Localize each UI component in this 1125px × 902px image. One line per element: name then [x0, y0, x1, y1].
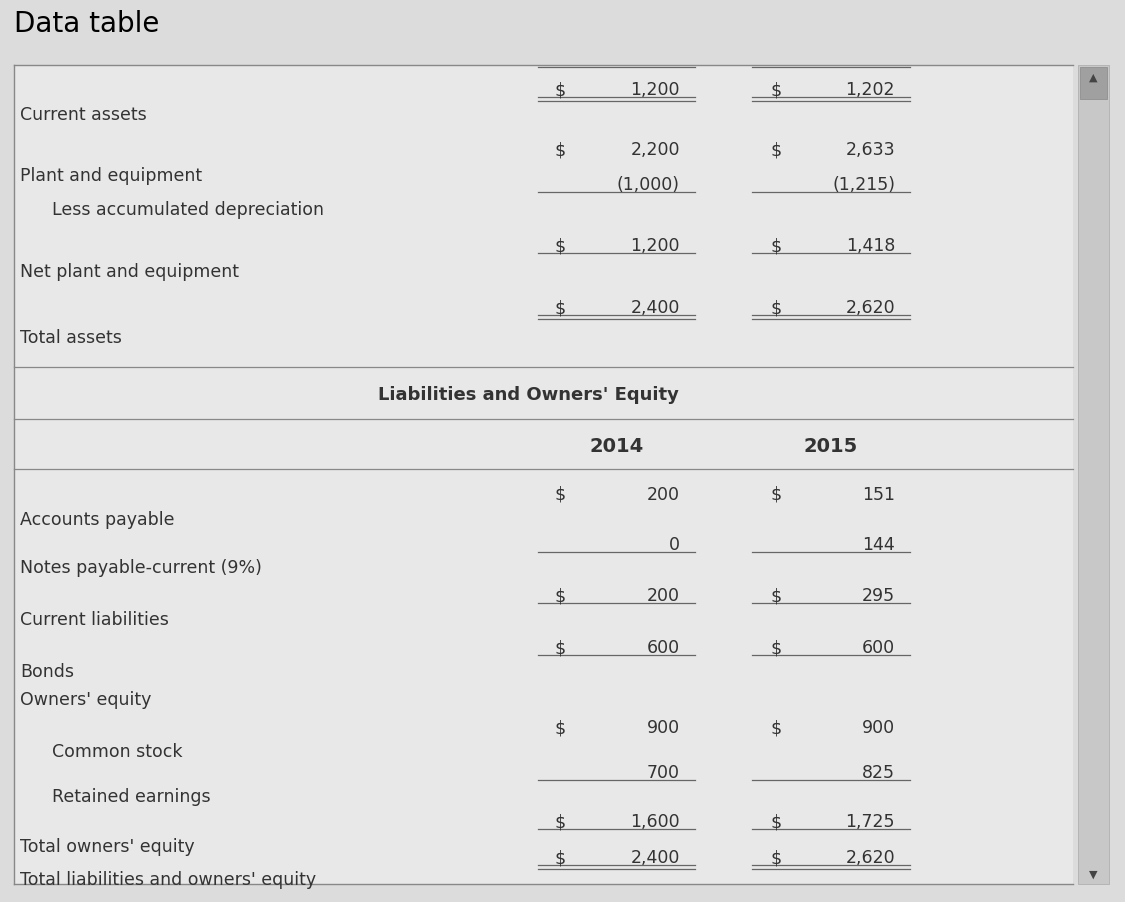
Text: 151: 151 — [862, 485, 896, 503]
Text: 700: 700 — [647, 763, 680, 781]
Text: Retained earnings: Retained earnings — [52, 787, 210, 805]
Text: 0: 0 — [669, 536, 680, 554]
Text: $: $ — [770, 236, 781, 254]
Text: Total owners' equity: Total owners' equity — [20, 837, 195, 855]
Text: 825: 825 — [862, 763, 896, 781]
Text: Owners' equity: Owners' equity — [20, 690, 152, 708]
Text: 2,200: 2,200 — [630, 141, 680, 159]
Text: $: $ — [555, 718, 566, 736]
Text: 1,600: 1,600 — [630, 812, 680, 830]
Text: Data table: Data table — [14, 10, 160, 38]
Bar — [1078, 66, 1109, 884]
Text: $: $ — [555, 141, 566, 159]
Text: $: $ — [555, 81, 566, 99]
Text: Less accumulated depreciation: Less accumulated depreciation — [52, 201, 324, 219]
Text: 144: 144 — [862, 536, 896, 554]
Text: 200: 200 — [647, 485, 680, 503]
Text: $: $ — [770, 81, 781, 99]
Text: Total assets: Total assets — [20, 328, 122, 346]
Text: Current assets: Current assets — [20, 106, 146, 124]
Text: $: $ — [770, 141, 781, 159]
Text: $: $ — [770, 812, 781, 830]
Text: $: $ — [555, 299, 566, 317]
Text: 200: 200 — [647, 586, 680, 604]
Text: Bonds: Bonds — [20, 662, 74, 680]
Text: Notes payable-current (9%): Notes payable-current (9%) — [20, 558, 262, 576]
Text: $: $ — [555, 586, 566, 604]
Text: 900: 900 — [647, 718, 680, 736]
Text: 1,418: 1,418 — [846, 236, 896, 254]
Text: 900: 900 — [862, 718, 896, 736]
Text: 1,200: 1,200 — [630, 81, 680, 99]
Text: 1,202: 1,202 — [846, 81, 896, 99]
Text: $: $ — [770, 299, 781, 317]
Text: 1,725: 1,725 — [846, 812, 896, 830]
Text: $: $ — [555, 639, 566, 657]
Text: 2,633: 2,633 — [845, 141, 896, 159]
Text: Accounts payable: Accounts payable — [20, 511, 174, 529]
Text: Net plant and equipment: Net plant and equipment — [20, 262, 238, 281]
Text: $: $ — [770, 586, 781, 604]
Text: 600: 600 — [647, 639, 680, 657]
Text: $: $ — [555, 812, 566, 830]
Text: Current liabilities: Current liabilities — [20, 611, 169, 629]
Text: $: $ — [555, 485, 566, 503]
Text: ▼: ▼ — [1089, 869, 1098, 879]
Text: 1,200: 1,200 — [630, 236, 680, 254]
Bar — [1080, 68, 1107, 100]
Text: Common stock: Common stock — [52, 742, 182, 760]
Text: Total liabilities and owners' equity: Total liabilities and owners' equity — [20, 870, 316, 888]
Text: ▲: ▲ — [1089, 73, 1098, 83]
Text: 2,400: 2,400 — [631, 848, 680, 866]
Text: 600: 600 — [862, 639, 896, 657]
Text: $: $ — [770, 485, 781, 503]
Text: 2,400: 2,400 — [631, 299, 680, 317]
Text: Plant and equipment: Plant and equipment — [20, 167, 202, 185]
Text: $: $ — [555, 848, 566, 866]
Text: $: $ — [770, 639, 781, 657]
Text: 2,620: 2,620 — [845, 299, 896, 317]
Text: 2015: 2015 — [804, 437, 858, 456]
Text: $: $ — [770, 718, 781, 736]
Text: $: $ — [555, 236, 566, 254]
Text: (1,215): (1,215) — [832, 176, 896, 194]
Text: (1,000): (1,000) — [616, 176, 679, 194]
Text: 2014: 2014 — [590, 437, 643, 456]
Text: 2,620: 2,620 — [845, 848, 896, 866]
Text: Liabilities and Owners' Equity: Liabilities and Owners' Equity — [378, 385, 680, 403]
Text: $: $ — [770, 848, 781, 866]
Text: 295: 295 — [862, 586, 896, 604]
